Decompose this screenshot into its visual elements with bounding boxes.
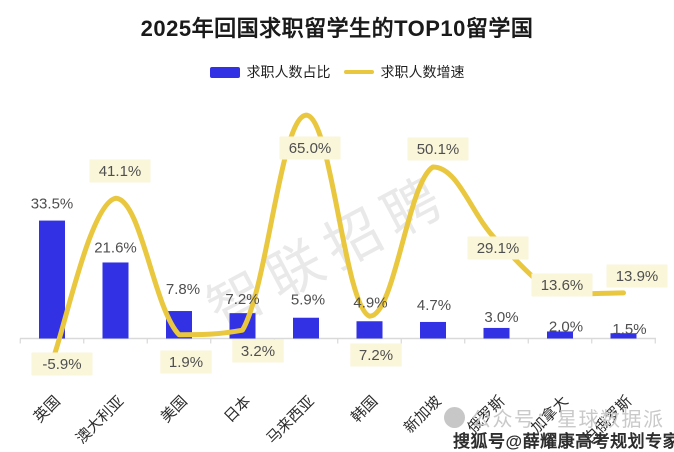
legend-bar-label: 求职人数占比 <box>246 64 331 80</box>
x-tick-label-澳大利亚: 澳大利亚 <box>73 393 127 447</box>
bar-value-label: 7.8% <box>166 281 200 298</box>
line-label-box <box>350 343 402 367</box>
bar-value-label: 21.6% <box>94 239 137 256</box>
x-tick-label-俄罗斯: 俄罗斯 <box>464 393 508 437</box>
x-tick-label-加拿大: 加拿大 <box>527 392 572 437</box>
x-tick-label-白俄罗斯: 白俄罗斯 <box>581 393 635 447</box>
bar-马来西亚 <box>293 317 319 339</box>
bar-value-label: 4.7% <box>417 297 451 314</box>
bar-value-label: 3.0% <box>484 309 518 326</box>
bar-value-label: 2.0% <box>549 318 583 335</box>
line-value-label: 3.2% <box>241 343 275 360</box>
legend-bar-swatch <box>209 66 240 78</box>
bar-加拿大 <box>547 331 573 339</box>
bar-value-label: 7.2% <box>225 291 259 308</box>
line-label-box <box>467 236 529 260</box>
line-label-box <box>89 159 151 183</box>
x-tick-label-英国: 英国 <box>30 392 64 426</box>
bar-俄罗斯 <box>483 327 510 339</box>
x-tick-label-马来西亚: 马来西亚 <box>263 393 317 447</box>
x-tick-label-日本: 日本 <box>221 393 254 426</box>
line-value-label: 13.6% <box>541 277 584 294</box>
bar-白俄罗斯 <box>610 333 637 339</box>
line-value-label: 29.1% <box>477 240 520 257</box>
line-label-box <box>232 339 284 363</box>
line-value-label: 50.1% <box>417 141 460 158</box>
bar-新加坡 <box>420 321 446 339</box>
bar-英国 <box>39 220 65 339</box>
line-label-box <box>160 350 212 374</box>
line-value-label: 13.9% <box>616 268 659 285</box>
line-value-label: 65.0% <box>289 140 332 157</box>
chart-title: 2025年回国求职留学生的TOP10留学国 <box>140 16 534 41</box>
line-label-box <box>279 136 341 160</box>
bar-value-label: 4.9% <box>353 294 387 311</box>
line-value-label: -5.9% <box>42 356 81 373</box>
line-label-box <box>31 352 93 376</box>
line-label-box <box>531 273 593 297</box>
line-value-label: 41.1% <box>99 163 142 180</box>
bar-value-label: 1.5% <box>612 321 646 338</box>
bar-value-label: 5.9% <box>291 292 325 309</box>
bar-韩国 <box>356 321 383 339</box>
x-tick-label-韩国: 韩国 <box>348 393 381 426</box>
line-label-box <box>407 137 469 161</box>
x-tick-label-美国: 美国 <box>158 393 191 426</box>
line-value-label: 7.2% <box>359 347 393 364</box>
line-label-box <box>606 264 668 288</box>
bar-value-label: 33.5% <box>31 196 74 213</box>
line-value-label: 1.9% <box>169 354 203 371</box>
legend-line-label: 求职人数增速 <box>380 64 465 80</box>
legend-line-swatch <box>343 69 374 75</box>
bar-澳大利亚 <box>102 262 129 339</box>
chart-legend: 求职人数占比 求职人数增速 <box>0 62 674 82</box>
x-tick-label-新加坡: 新加坡 <box>401 393 445 437</box>
